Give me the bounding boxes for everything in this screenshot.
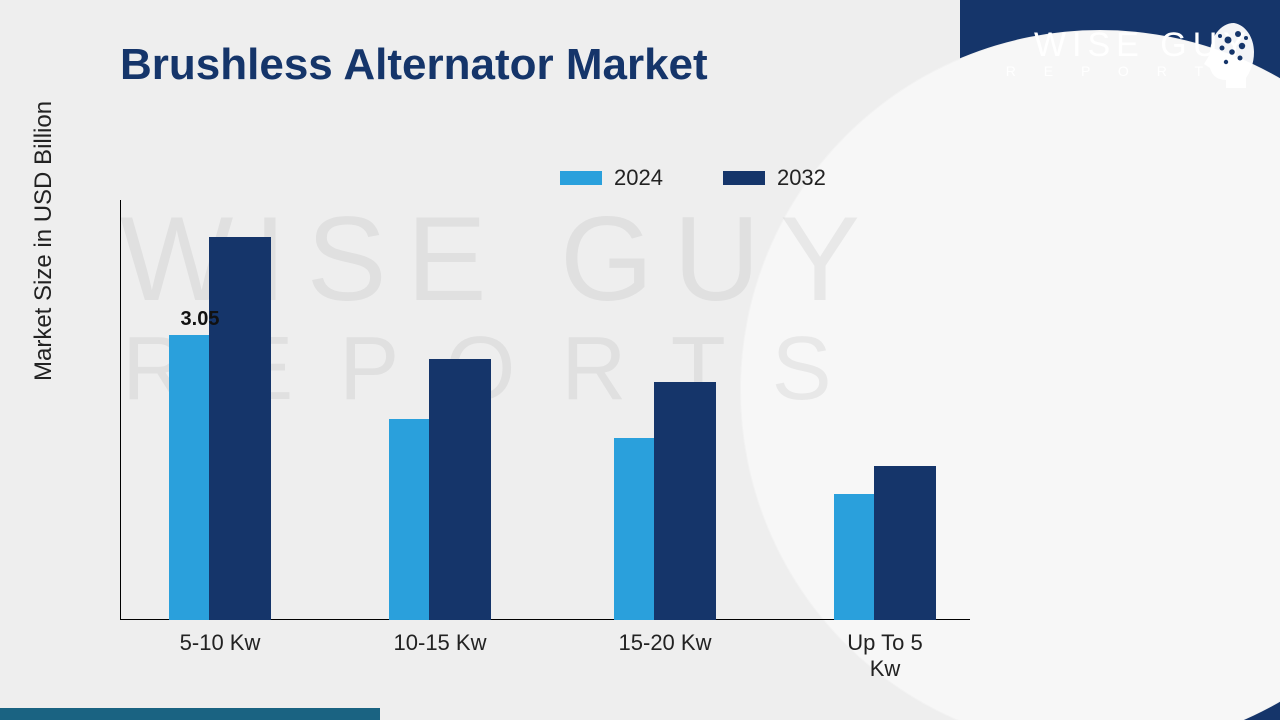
- y-axis-line: [120, 200, 121, 620]
- bar-group-3: [834, 466, 936, 620]
- bar-2032-g3: [874, 466, 936, 620]
- chart-area: 3.05 5-10 Kw 10-15 Kw 15-20 Kw Up To 5 K…: [100, 200, 970, 670]
- legend: 2024 2032: [560, 165, 826, 191]
- legend-item-2032: 2032: [723, 165, 826, 191]
- x-axis-labels: 5-10 Kw 10-15 Kw 15-20 Kw Up To 5 Kw: [120, 630, 970, 670]
- bar-2032-g2: [654, 382, 716, 620]
- bar-2032-g0: [209, 237, 271, 620]
- plot-area: 3.05: [120, 200, 970, 620]
- x-label-1: 10-15 Kw: [394, 630, 487, 656]
- value-label-0: 3.05: [181, 308, 220, 331]
- canvas: WISE GUY REPORTS Brushless Alternator Ma…: [0, 0, 1280, 720]
- head-icon: [1188, 20, 1258, 90]
- legend-label-2032: 2032: [777, 165, 826, 191]
- brand-logo: WISE GUY R E P O R T S: [1006, 26, 1252, 79]
- x-label-2: 15-20 Kw: [619, 630, 712, 656]
- bar-group-1: [389, 359, 491, 620]
- x-label-0: 5-10 Kw: [180, 630, 261, 656]
- bar-group-2: [614, 382, 716, 620]
- x-label-3: Up To 5 Kw: [843, 630, 928, 682]
- y-axis-label: Market Size in USD Billion: [30, 101, 58, 381]
- chart-title: Brushless Alternator Market: [120, 40, 708, 90]
- bar-2032-g1: [429, 359, 491, 620]
- legend-item-2024: 2024: [560, 165, 663, 191]
- legend-swatch-2024: [560, 171, 602, 185]
- legend-label-2024: 2024: [614, 165, 663, 191]
- legend-swatch-2032: [723, 171, 765, 185]
- bar-group-0: [169, 237, 271, 620]
- bottom-accent-bar: [0, 708, 380, 720]
